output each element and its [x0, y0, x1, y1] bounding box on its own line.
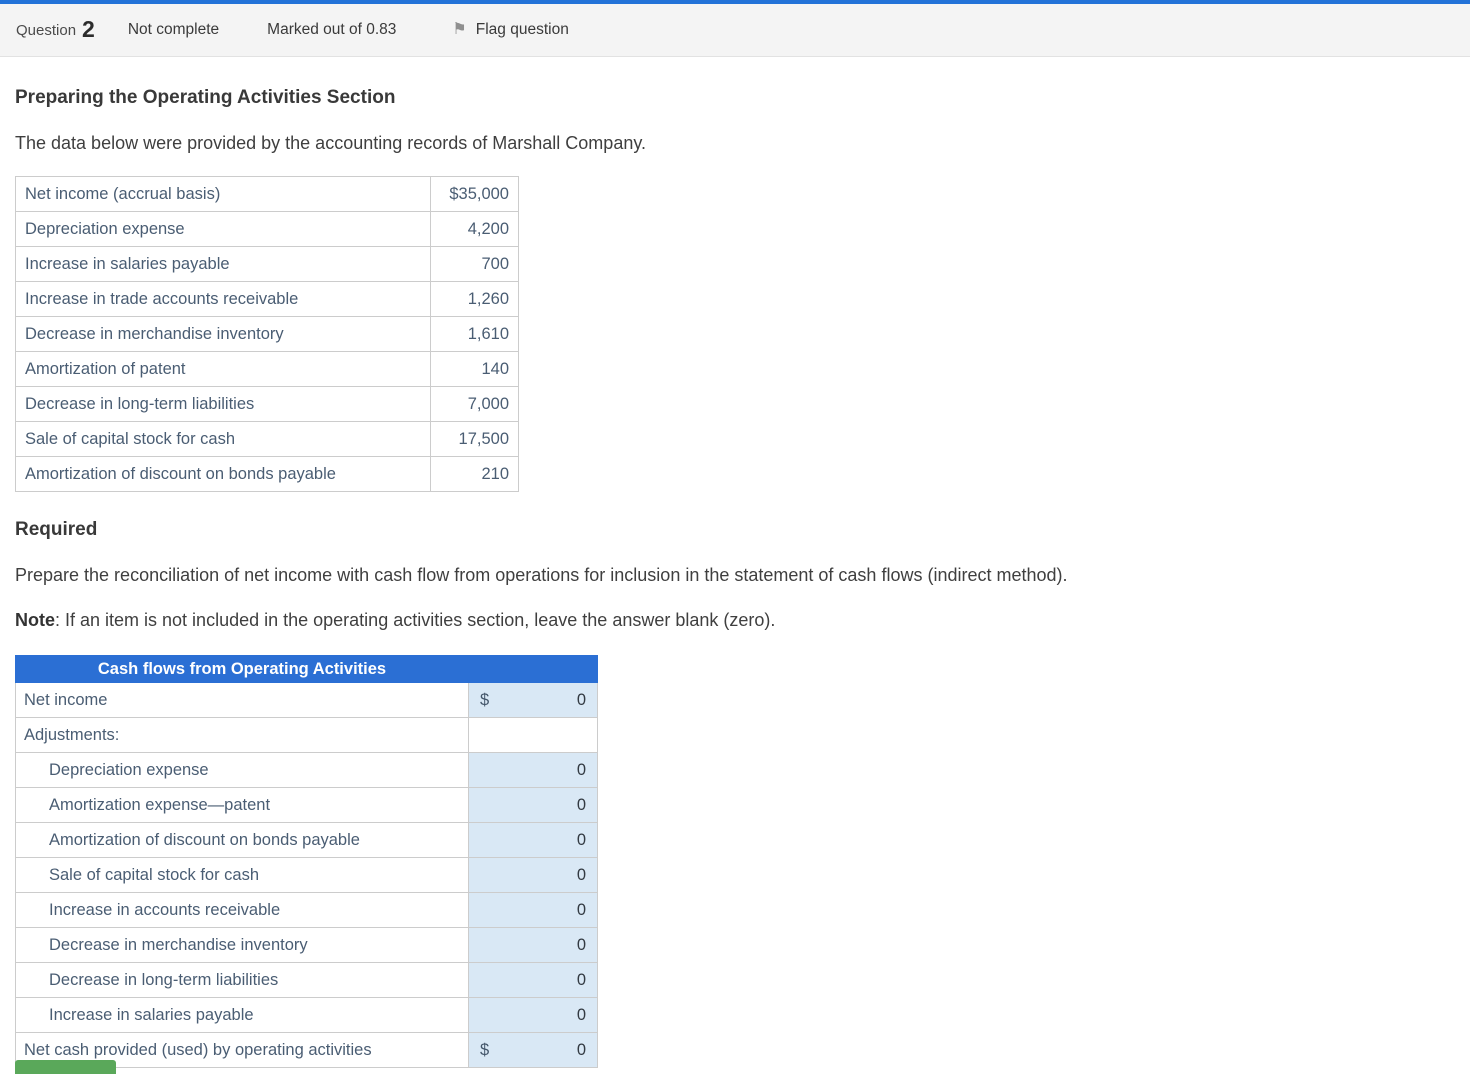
flag-question-button[interactable]: ⚑ Flag question: [452, 21, 568, 39]
data-table-value: 140: [430, 351, 519, 387]
answer-table-row: Increase in salaries payable 0: [15, 997, 598, 1033]
flag-question-label: Flag question: [475, 21, 569, 38]
data-table-row: Sale of capital stock for cash 17,500: [15, 421, 519, 457]
intro-text: The data below were provided by the acco…: [15, 133, 647, 153]
answer-value: 0: [576, 690, 586, 709]
question-marks: Marked out of 0.83: [267, 21, 397, 38]
currency-prefix: $: [480, 1040, 490, 1059]
question-header: Question 2 Not complete Marked out of 0.…: [0, 0, 1470, 57]
answer-value: 0: [576, 795, 586, 814]
answer-value: 0: [576, 830, 586, 849]
answer-value: 0: [576, 935, 586, 954]
data-table-value: 1,260: [430, 281, 519, 317]
answer-table-header-row: Cash flows from Operating Activities: [15, 655, 598, 683]
answer-row-label: Net income: [15, 682, 469, 718]
data-table-value: 17,500: [430, 421, 519, 457]
data-table-label: Decrease in merchandise inventory: [15, 316, 431, 352]
answer-empty-cell: [468, 717, 598, 753]
answer-row-label: Depreciation expense: [15, 752, 469, 788]
answer-input-cell[interactable]: $0: [468, 682, 598, 718]
question-body: Preparing the Operating Activities Secti…: [0, 57, 1470, 1074]
question-label: Question: [16, 21, 77, 39]
answer-table: Cash flows from Operating Activities Net…: [15, 655, 598, 1068]
data-table-label: Sale of capital stock for cash: [15, 421, 431, 457]
data-table-value: 7,000: [430, 386, 519, 422]
note-body: : If an item is not included in the oper…: [55, 610, 776, 630]
answer-value: 0: [576, 760, 586, 779]
answer-input-cell[interactable]: $0: [468, 1032, 598, 1068]
question-status: Not complete: [127, 21, 220, 38]
data-table-value: 4,200: [430, 211, 519, 247]
answer-row-label: Increase in accounts receivable: [15, 892, 469, 928]
data-table-row: Increase in trade accounts receivable 1,2…: [15, 281, 519, 317]
answer-row-label: Decrease in long-term liabilities: [15, 962, 469, 998]
page-title: Preparing the Operating Activities Secti…: [15, 87, 396, 108]
flag-icon: ⚑: [452, 21, 467, 38]
answer-input-cell[interactable]: 0: [468, 997, 598, 1033]
data-table-row: Amortization of discount on bonds payabl…: [15, 456, 519, 492]
data-table-row: Increase in salaries payable 700: [15, 246, 519, 282]
answer-table-header: Cash flows from Operating Activities: [15, 655, 598, 683]
answer-row-label: Sale of capital stock for cash: [15, 857, 469, 893]
answer-table-row: Net income $0: [15, 682, 598, 718]
data-table-label: Amortization of patent: [15, 351, 431, 387]
data-table-row: Decrease in long-term liabilities 7,000: [15, 386, 519, 422]
note-text: Note: If an item is not included in the …: [15, 610, 1455, 631]
note-label: Note: [15, 610, 55, 630]
provided-data-table: Net income (accrual basis) $35,000 Depreci…: [15, 176, 519, 492]
data-table-value: 210: [430, 456, 519, 492]
data-table-value: 1,610: [430, 316, 519, 352]
data-table-label: Decrease in long-term liabilities: [15, 386, 431, 422]
answer-value: 0: [576, 900, 586, 919]
data-table-row: Amortization of patent 140: [15, 351, 519, 387]
answer-value: 0: [576, 1040, 586, 1059]
answer-row-label: Adjustments:: [15, 717, 469, 753]
answer-input-cell[interactable]: 0: [468, 857, 598, 893]
required-text: Prepare the reconciliation of net income…: [15, 565, 1068, 585]
answer-table-row: Sale of capital stock for cash 0: [15, 857, 598, 893]
answer-input-cell[interactable]: 0: [468, 892, 598, 928]
answer-table-row: Amortization expense—patent 0: [15, 787, 598, 823]
answer-value: 0: [576, 1005, 586, 1024]
answer-value: 0: [576, 865, 586, 884]
answer-input-cell[interactable]: 0: [468, 962, 598, 998]
answer-table-row: Adjustments:: [15, 717, 598, 753]
data-table-row: Decrease in merchandise inventory 1,610: [15, 316, 519, 352]
answer-input-cell[interactable]: 0: [468, 822, 598, 858]
answer-table-row: Depreciation expense 0: [15, 752, 598, 788]
answer-input-cell[interactable]: 0: [468, 752, 598, 788]
data-table-label: Increase in salaries payable: [15, 246, 431, 282]
answer-table-row: Amortization of discount on bonds payabl…: [15, 822, 598, 858]
data-table-row: Net income (accrual basis) $35,000: [15, 176, 519, 212]
answer-input-cell[interactable]: 0: [468, 927, 598, 963]
data-table-value: $35,000: [430, 176, 519, 212]
data-table-label: Increase in trade accounts receivable: [15, 281, 431, 317]
data-table-value: 700: [430, 246, 519, 282]
currency-prefix: $: [480, 690, 490, 709]
answer-table-row: Increase in accounts receivable 0: [15, 892, 598, 928]
data-table-row: Depreciation expense 4,200: [15, 211, 519, 247]
answer-table-row: Decrease in long-term liabilities 0: [15, 962, 598, 998]
data-table-label: Amortization of discount on bonds payabl…: [15, 456, 431, 492]
check-button[interactable]: [15, 1060, 116, 1074]
data-table-label: Depreciation expense: [15, 211, 431, 247]
answer-row-label: Decrease in merchandise inventory: [15, 927, 469, 963]
required-heading: Required: [15, 519, 98, 540]
answer-table-row: Decrease in merchandise inventory 0: [15, 927, 598, 963]
question-number: 2: [82, 15, 95, 42]
answer-row-label: Amortization of discount on bonds payabl…: [15, 822, 469, 858]
data-table-label: Net income (accrual basis): [15, 176, 431, 212]
answer-value: 0: [576, 970, 586, 989]
answer-row-label: Amortization expense—patent: [15, 787, 469, 823]
answer-row-label: Increase in salaries payable: [15, 997, 469, 1033]
answer-input-cell[interactable]: 0: [468, 787, 598, 823]
